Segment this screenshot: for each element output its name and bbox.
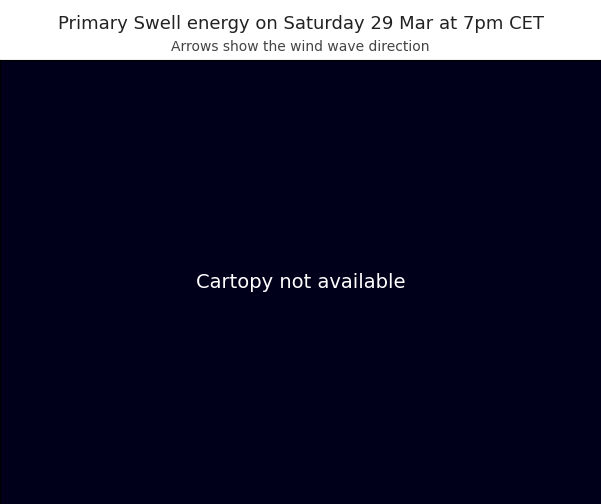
Text: Primary Swell energy on Saturday 29 Mar at 7pm CET: Primary Swell energy on Saturday 29 Mar … <box>58 15 543 33</box>
Text: Cartopy not available: Cartopy not available <box>196 273 405 292</box>
Text: Arrows show the wind wave direction: Arrows show the wind wave direction <box>171 40 430 54</box>
